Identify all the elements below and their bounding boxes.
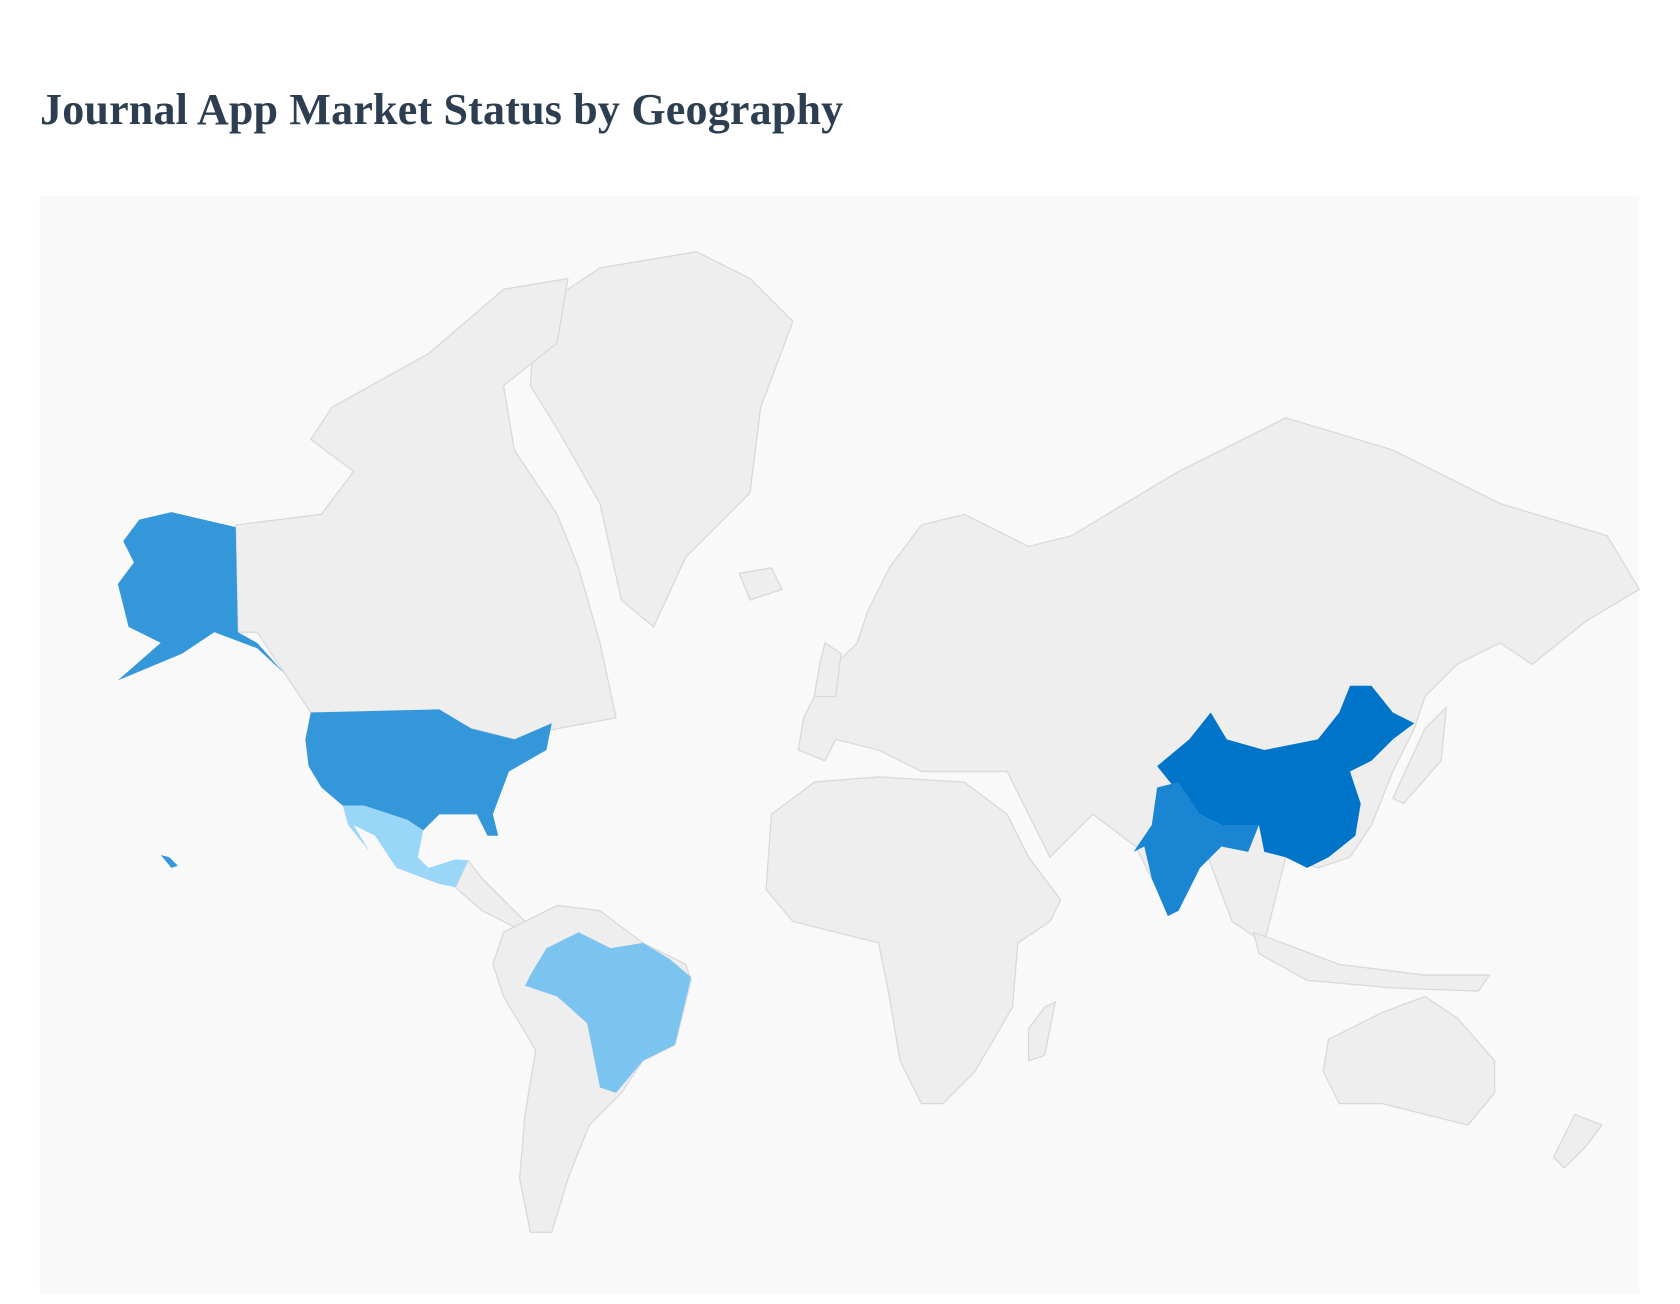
- country-india[interactable]: India: [1133, 782, 1259, 917]
- iceland[interactable]: [738, 567, 783, 601]
- indonesia[interactable]: [1252, 931, 1490, 992]
- country-usa[interactable]: United States: [305, 709, 552, 836]
- africa[interactable]: [765, 776, 1062, 1105]
- new-zealand[interactable]: [1552, 1113, 1603, 1169]
- country-usa-alaska[interactable]: United States: [117, 512, 284, 681]
- greenland[interactable]: [529, 251, 794, 628]
- country-usa-hawaii[interactable]: United States: [160, 855, 178, 868]
- country-china[interactable]: China: [1157, 685, 1415, 868]
- madagascar[interactable]: [1027, 1001, 1056, 1062]
- eurasia[interactable]: [797, 417, 1640, 944]
- canada[interactable]: [235, 277, 617, 740]
- japan[interactable]: [1392, 706, 1448, 805]
- page-title: Journal App Market Status by Geography: [40, 85, 844, 134]
- highlighted-countries: United States United States United State…: [117, 512, 1415, 1093]
- country-mexico[interactable]: Mexico: [342, 805, 469, 888]
- central-america[interactable]: [454, 859, 526, 928]
- united-kingdom[interactable]: [813, 642, 842, 698]
- australia[interactable]: [1322, 995, 1496, 1126]
- country-brazil[interactable]: Brazil: [525, 932, 692, 1093]
